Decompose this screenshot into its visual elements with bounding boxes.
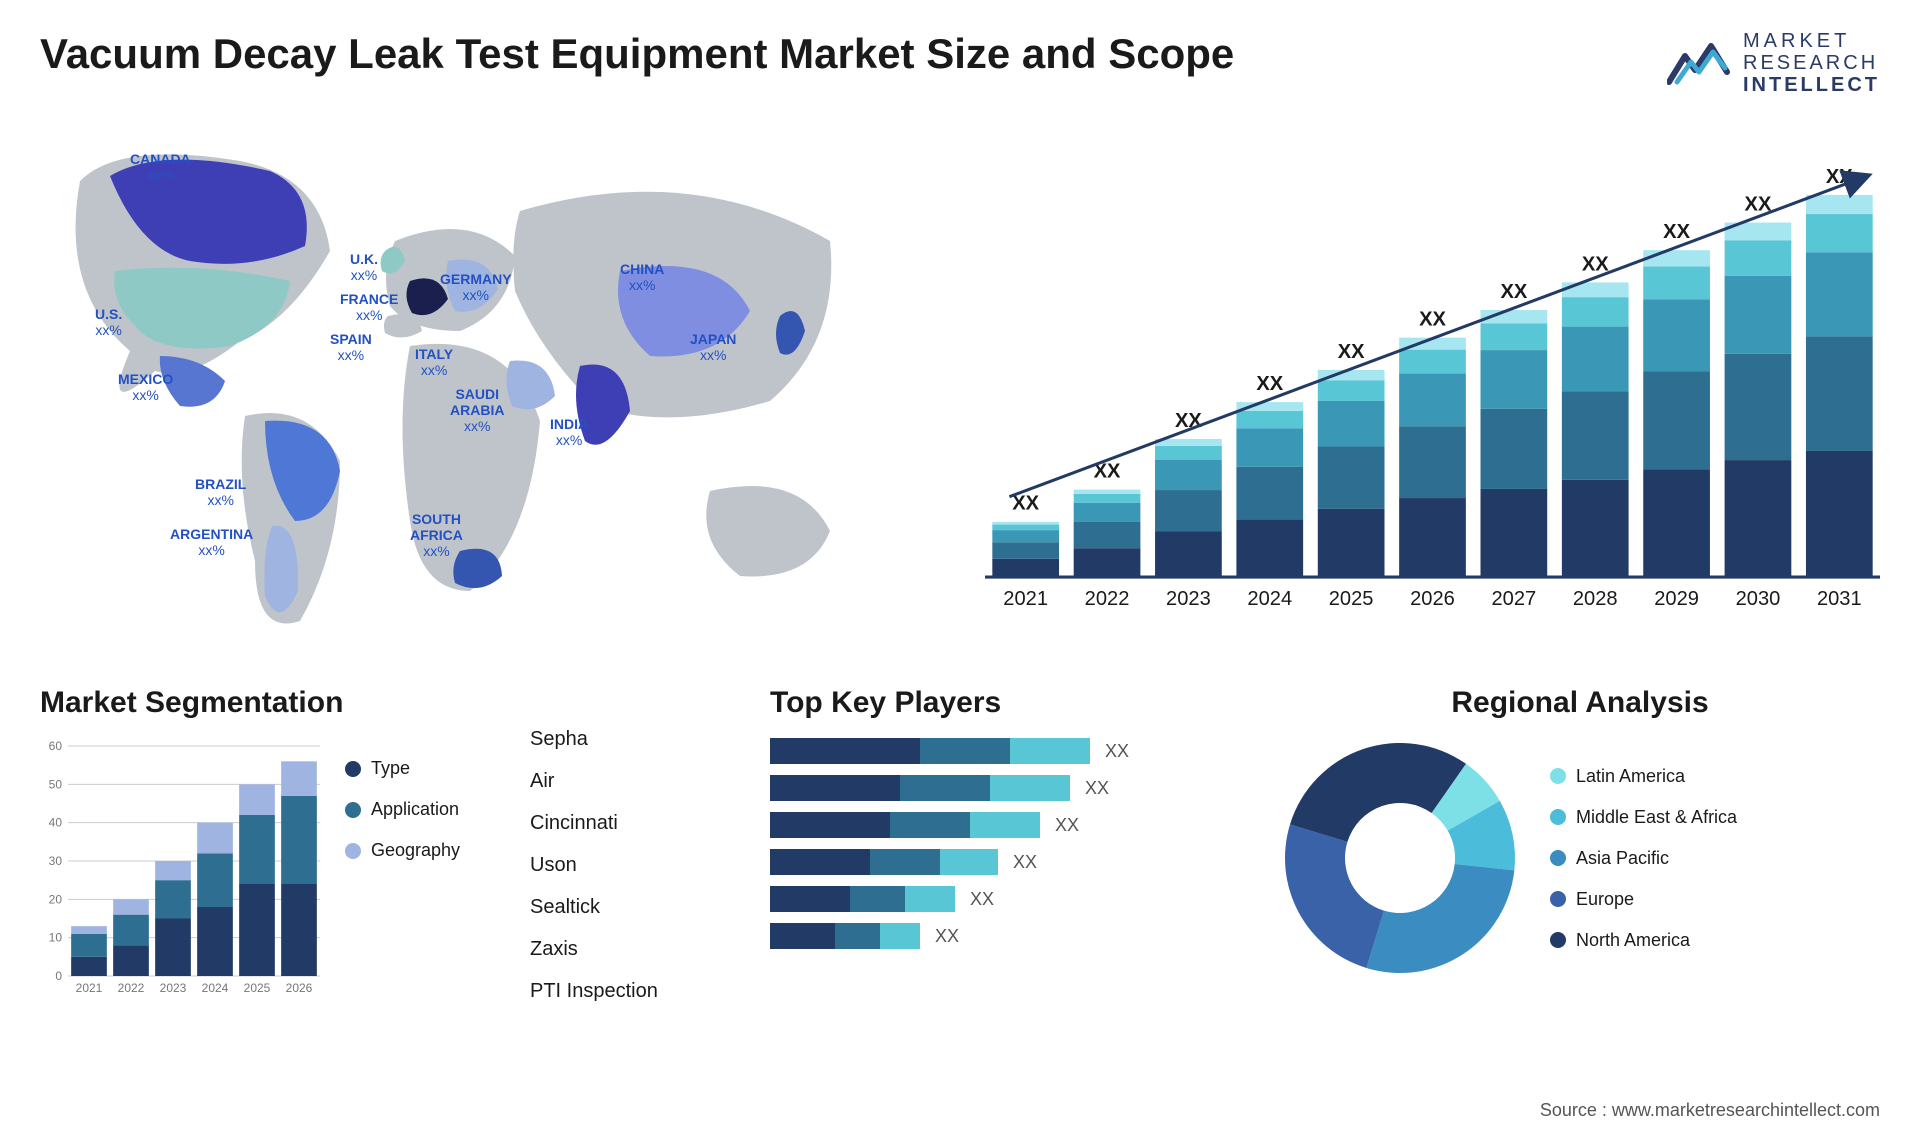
regional-donut-svg (1280, 738, 1520, 978)
map-label: CANADAxx% (130, 151, 191, 183)
players-title: Top Key Players (770, 686, 1250, 720)
svg-text:2028: 2028 (1573, 588, 1618, 610)
svg-text:2025: 2025 (1329, 588, 1374, 610)
svg-text:60: 60 (49, 739, 63, 753)
companies-list: Sepha Air Cincinnati Uson Sealtick Zaxis PTI I… (530, 686, 740, 1022)
svg-text:2030: 2030 (1736, 588, 1781, 610)
legend-item: Application (345, 799, 460, 820)
map-label: U.S.xx% (95, 306, 122, 338)
company-item: PTI Inspection (530, 980, 740, 1003)
svg-text:XX: XX (1663, 221, 1690, 243)
svg-text:0: 0 (55, 969, 62, 983)
company-item: Cincinnati (530, 812, 740, 835)
legend-item: Geography (345, 840, 460, 861)
player-row: XX (770, 812, 1250, 838)
svg-text:2027: 2027 (1491, 588, 1536, 610)
company-item: Sepha (530, 728, 740, 751)
logo-line-2: RESEARCH (1743, 52, 1880, 74)
svg-text:2024: 2024 (202, 981, 229, 995)
map-label: ITALYxx% (415, 346, 453, 378)
player-row: XX (770, 849, 1250, 875)
source-line: Source : www.marketresearchintellect.com (1540, 1100, 1880, 1121)
legend-item: North America (1550, 930, 1737, 951)
world-map: CANADAxx% U.S.xx% MEXICOxx% BRAZILxx% ARGENT… (40, 121, 945, 651)
logo-line-1: MARKET (1743, 30, 1880, 52)
legend-item: Type (345, 758, 460, 779)
svg-text:20: 20 (49, 892, 63, 906)
svg-text:30: 30 (49, 854, 63, 868)
svg-text:XX: XX (1582, 253, 1609, 275)
regional-legend: Latin America Middle East & Africa Asia Pa… (1550, 766, 1737, 951)
svg-text:10: 10 (49, 931, 63, 945)
segmentation-title: Market Segmentation (40, 686, 500, 720)
svg-text:2021: 2021 (76, 981, 103, 995)
regional-title: Regional Analysis (1280, 686, 1880, 720)
svg-text:2025: 2025 (244, 981, 271, 995)
svg-text:2024: 2024 (1247, 588, 1292, 610)
map-label: SOUTHAFRICAxx% (410, 511, 463, 559)
company-item: Zaxis (530, 938, 740, 961)
players-chart: XX XX XX XX XX XX (770, 738, 1250, 949)
player-row: XX (770, 886, 1250, 912)
map-label: GERMANYxx% (440, 271, 512, 303)
svg-text:50: 50 (49, 777, 63, 791)
map-label: ARGENTINAxx% (170, 526, 253, 558)
company-item: Sealtick (530, 896, 740, 919)
segmentation-legend: Type Application Geography (345, 738, 460, 998)
svg-text:XX: XX (1338, 341, 1365, 363)
svg-text:2029: 2029 (1654, 588, 1699, 610)
svg-text:40: 40 (49, 816, 63, 830)
legend-item: Latin America (1550, 766, 1737, 787)
growth-chart-svg: XX 2021 XX 2022 XX 2023 XX 2024 XX 2025 XX 2026 XX 20… (985, 121, 1880, 651)
map-label: U.K.xx% (350, 251, 378, 283)
page-title: Vacuum Decay Leak Test Equipment Market … (40, 30, 1234, 78)
map-label: BRAZILxx% (195, 476, 246, 508)
svg-text:2023: 2023 (1166, 588, 1211, 610)
svg-text:2021: 2021 (1003, 588, 1048, 610)
svg-text:XX: XX (1500, 281, 1527, 303)
brand-logo: MARKET RESEARCH INTELLECT (1667, 30, 1880, 96)
map-label: JAPANxx% (690, 331, 736, 363)
svg-text:2022: 2022 (1085, 588, 1130, 610)
svg-text:2026: 2026 (1410, 588, 1455, 610)
svg-text:2022: 2022 (118, 981, 145, 995)
company-item: Air (530, 770, 740, 793)
svg-text:2031: 2031 (1817, 588, 1862, 610)
legend-item: Middle East & Africa (1550, 807, 1737, 828)
legend-item: Europe (1550, 889, 1737, 910)
svg-text:2026: 2026 (286, 981, 313, 995)
map-label: INDIAxx% (550, 416, 588, 448)
svg-text:XX: XX (1012, 493, 1039, 515)
map-label: SPAINxx% (330, 331, 372, 363)
map-label: MEXICOxx% (118, 371, 173, 403)
map-label: SAUDIARABIAxx% (450, 386, 504, 434)
logo-line-3: INTELLECT (1743, 74, 1880, 96)
growth-chart: XX 2021 XX 2022 XX 2023 XX 2024 XX 2025 XX 2026 XX 20… (985, 121, 1880, 651)
map-label: CHINAxx% (620, 261, 664, 293)
svg-text:2023: 2023 (160, 981, 187, 995)
player-row: XX (770, 738, 1250, 764)
legend-item: Asia Pacific (1550, 848, 1737, 869)
svg-text:XX: XX (1256, 373, 1283, 395)
segmentation-chart-svg: 0 10 20 30 40 50 60 2021 2022 2023 2024 2025 2026 (40, 738, 320, 998)
player-row: XX (770, 923, 1250, 949)
svg-text:XX: XX (1419, 309, 1446, 331)
map-label: FRANCExx% (340, 291, 398, 323)
logo-mark-icon (1667, 38, 1731, 88)
player-row: XX (770, 775, 1250, 801)
company-item: Uson (530, 854, 740, 877)
